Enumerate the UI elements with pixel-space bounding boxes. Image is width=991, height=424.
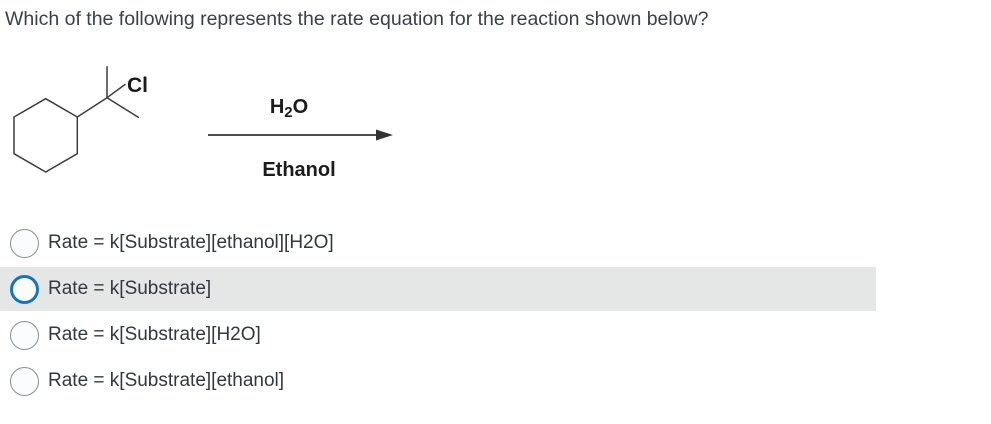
radio-button-selected[interactable]: [10, 274, 39, 304]
answer-option-3[interactable]: Rate = k[Substrate][H2O]: [0, 313, 876, 357]
radio-button-unselected[interactable]: [10, 228, 39, 258]
reaction-arrow-icon: [208, 129, 393, 141]
solvent-label: Ethanol: [262, 159, 335, 181]
question-text: Which of the following represents the ra…: [5, 8, 709, 30]
answer-option-1[interactable]: Rate = k[Substrate][ethanol][H2O]: [0, 221, 876, 265]
chlorine-atom-label: Cl: [127, 74, 148, 97]
answer-option-4[interactable]: Rate = k[Substrate][ethanol]: [0, 359, 876, 403]
answer-option-label: Rate = k[Substrate][H2O]: [48, 324, 261, 345]
reagent-label: H2O: [270, 96, 308, 121]
ring-to-carbon-bond: [76, 96, 108, 118]
substrate-structure: Cl: [13, 65, 148, 173]
methyl-down-bond: [106, 96, 140, 119]
radio-button-unselected[interactable]: [10, 320, 39, 350]
answer-option-label: Rate = k[Substrate]: [48, 278, 212, 299]
radio-button-unselected[interactable]: [10, 366, 39, 396]
cyclohexane-ring: [13, 97, 79, 173]
reaction-scheme: Cl H2O Ethanol: [13, 65, 393, 181]
answer-options-list: Rate = k[Substrate][ethanol][H2O] Rate =…: [0, 221, 876, 405]
answer-option-label: Rate = k[Substrate][ethanol][H2O]: [48, 232, 334, 253]
chlorine-bond: [106, 83, 126, 99]
answer-option-2[interactable]: Rate = k[Substrate]: [0, 267, 876, 311]
answer-option-label: Rate = k[Substrate][ethanol]: [48, 370, 285, 391]
